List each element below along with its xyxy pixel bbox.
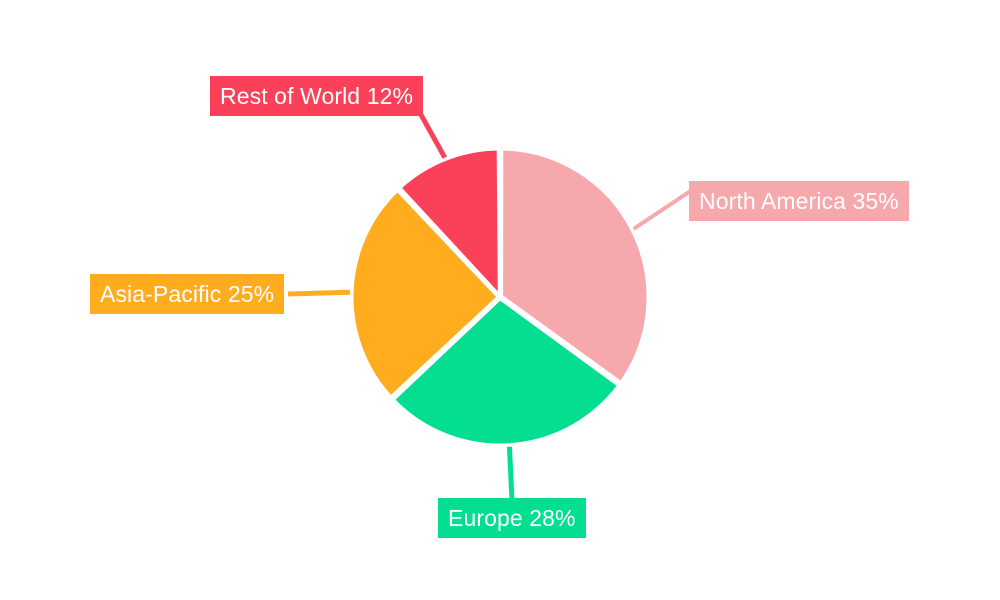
pie-slice-asia-pacific[interactable] bbox=[350, 188, 501, 400]
pie-label-text: Asia-Pacific 25% bbox=[100, 280, 275, 307]
connector-line-europe bbox=[506, 446, 515, 501]
pie-slice-rest-of-world[interactable] bbox=[397, 147, 501, 300]
pie-connector-lines bbox=[287, 111, 694, 501]
pie-label-asia-pacific[interactable]: Asia-Pacific 25% bbox=[90, 274, 285, 314]
pie-slice-north-america[interactable] bbox=[500, 147, 650, 385]
pie-label-europe[interactable]: Europe 28% bbox=[438, 498, 586, 538]
pie-label-north-america[interactable]: North America 35% bbox=[689, 181, 909, 221]
connector-line-north-america bbox=[632, 188, 694, 231]
pie-label-text: Rest of World 12% bbox=[220, 82, 414, 109]
pie-label-text: Europe 28% bbox=[448, 504, 576, 531]
pie-label-text: North America 35% bbox=[699, 187, 899, 214]
pie-slice-europe[interactable] bbox=[391, 296, 621, 447]
pie-label-rest-of-world[interactable]: Rest of World 12% bbox=[210, 76, 424, 116]
connector-line-asia-pacific bbox=[287, 289, 351, 297]
connector-line-rest-of-world bbox=[417, 111, 447, 159]
pie-slices bbox=[350, 147, 650, 447]
